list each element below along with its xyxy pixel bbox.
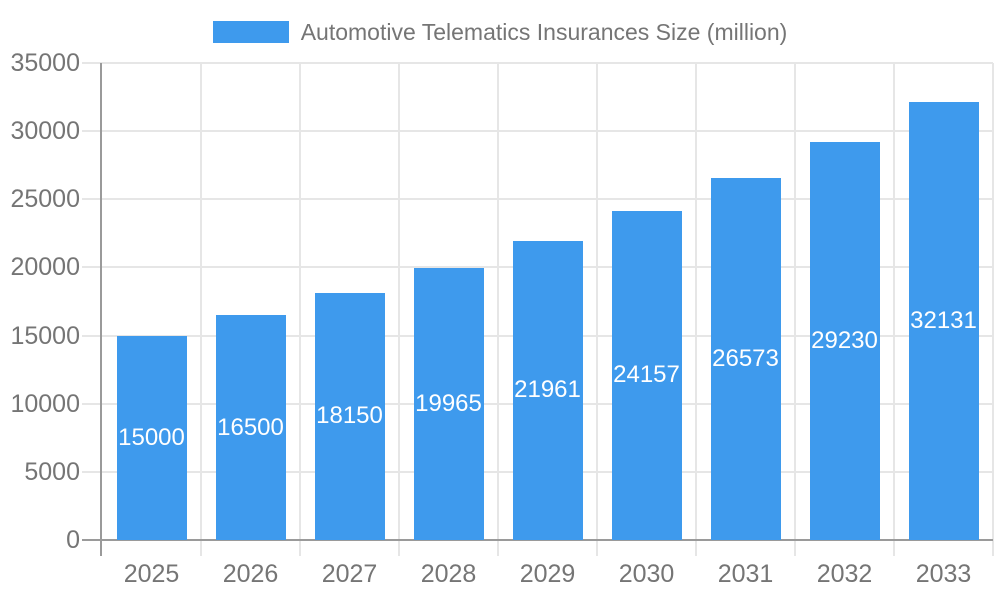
bar-value-label: 19965	[415, 389, 482, 417]
v-gridline	[299, 63, 301, 540]
bar-2032[interactable]	[809, 141, 880, 540]
bar-2030[interactable]	[611, 210, 682, 540]
bar-value-label: 26573	[712, 344, 779, 372]
x-tick-mark	[992, 540, 994, 556]
x-tick-mark	[794, 540, 796, 556]
bar-value-label: 21961	[514, 376, 581, 404]
v-gridline	[695, 63, 697, 540]
x-tick-mark	[695, 540, 697, 556]
y-tick-label: 30000	[10, 117, 80, 146]
x-tick-label: 2026	[222, 560, 279, 588]
bar-2025[interactable]	[116, 335, 187, 540]
legend-swatch	[212, 21, 289, 43]
legend-label: Automotive Telematics Insurances Size (m…	[300, 19, 788, 45]
chart-legend[interactable]: Automotive Telematics Insurances Size (m…	[0, 15, 1000, 49]
x-tick-label: 2025	[123, 560, 180, 588]
h-gridline	[102, 130, 993, 133]
x-tick-mark	[893, 540, 895, 556]
v-gridline	[794, 63, 796, 540]
y-tick-mark	[82, 130, 102, 133]
v-gridline	[398, 63, 400, 540]
y-tick-mark	[82, 266, 102, 269]
x-tick-label: 2027	[321, 560, 378, 588]
h-gridline	[102, 62, 993, 64]
x-tick-mark	[497, 540, 499, 556]
bar-value-label: 24157	[613, 361, 680, 389]
y-tick-mark	[82, 334, 102, 337]
x-tick-mark	[398, 540, 400, 556]
y-tick-label: 5000	[24, 457, 80, 486]
y-tick-label: 20000	[10, 253, 80, 282]
bar-2029[interactable]	[512, 240, 583, 540]
y-tick-mark	[82, 198, 102, 201]
bar-value-label: 15000	[118, 423, 185, 451]
v-gridline	[992, 63, 994, 540]
bar-value-label: 16500	[217, 413, 284, 441]
bar-2027[interactable]	[314, 292, 385, 540]
y-tick-mark	[82, 470, 102, 473]
x-tick-label: 2033	[915, 560, 972, 588]
v-gridline	[893, 63, 895, 540]
x-tick-label: 2030	[618, 560, 675, 588]
bar-value-label: 29230	[811, 326, 878, 354]
x-tick-mark	[596, 540, 598, 556]
x-tick-label: 2031	[717, 560, 774, 588]
x-tick-label: 2028	[420, 560, 477, 588]
bar-2031[interactable]	[710, 177, 781, 540]
x-tick-mark	[200, 540, 202, 556]
v-gridline	[200, 63, 202, 540]
y-tick-label: 15000	[10, 321, 80, 350]
bar-2033[interactable]	[908, 102, 979, 540]
y-tick-mark	[82, 62, 102, 64]
v-gridline	[596, 63, 598, 540]
h-gridline	[102, 198, 993, 201]
y-axis-line	[100, 63, 102, 556]
v-gridline	[497, 63, 499, 540]
x-tick-label: 2032	[816, 560, 873, 588]
y-tick-mark	[82, 402, 102, 405]
bar-value-label: 32131	[910, 307, 977, 335]
y-tick-label: 25000	[10, 185, 80, 214]
bar-value-label: 18150	[316, 402, 383, 430]
x-axis-line	[82, 539, 993, 541]
y-tick-label: 0	[66, 526, 80, 554]
x-tick-label: 2029	[519, 560, 576, 588]
y-tick-label: 10000	[10, 389, 80, 418]
x-tick-mark	[299, 540, 301, 556]
bar-2028[interactable]	[413, 267, 484, 540]
y-tick-label: 35000	[10, 49, 80, 77]
bar-2026[interactable]	[215, 315, 286, 540]
